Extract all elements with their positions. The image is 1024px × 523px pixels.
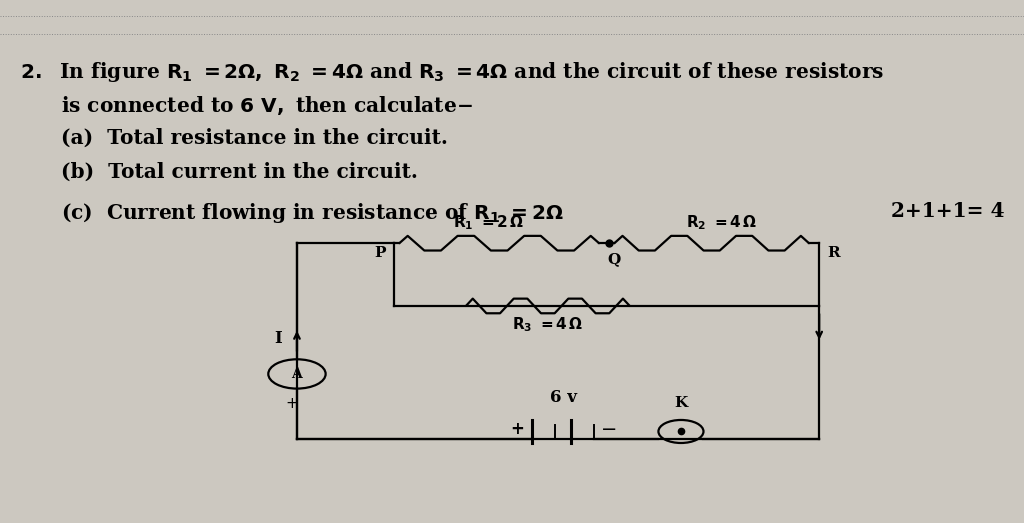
Text: +: +	[286, 396, 298, 412]
Text: A: A	[292, 367, 302, 381]
Text: (a)  Total resistance in the circuit.: (a) Total resistance in the circuit.	[61, 128, 449, 148]
Text: −: −	[601, 420, 617, 439]
Text: $\mathbf{2.}$  In figure $\mathbf{R_1}$ $\mathbf{= 2\Omega,}$ $\mathbf{R_2}$ $\m: $\mathbf{2.}$ In figure $\mathbf{R_1}$ $…	[20, 60, 885, 84]
Text: $\mathbf{R_2}$ $\mathbf{= 4\,\Omega}$: $\mathbf{R_2}$ $\mathbf{= 4\,\Omega}$	[686, 213, 758, 232]
Text: Q: Q	[608, 253, 621, 267]
Text: (c)  Current flowing in resistance of $\mathbf{R_1}$ $\mathbf{= 2\Omega}$: (c) Current flowing in resistance of $\m…	[61, 201, 564, 225]
Text: I: I	[273, 330, 282, 347]
Text: (b)  Total current in the circuit.: (b) Total current in the circuit.	[61, 162, 419, 182]
Text: 6 v: 6 v	[550, 389, 577, 406]
Text: R: R	[827, 246, 840, 260]
Text: 2+1+1= 4: 2+1+1= 4	[891, 201, 1005, 221]
Text: P: P	[375, 246, 386, 260]
Text: $\mathbf{R_3}$ $\mathbf{= 4\,\Omega}$: $\mathbf{R_3}$ $\mathbf{= 4\,\Omega}$	[512, 315, 584, 334]
Text: $\mathbf{R_1}$ $\mathbf{= 2\,\Omega}$: $\mathbf{R_1}$ $\mathbf{= 2\,\Omega}$	[454, 213, 524, 232]
Text: +: +	[510, 420, 524, 438]
Text: is connected to $\mathbf{6}$ $\mathbf{V,}$ then calculate$\mathbf{-}$: is connected to $\mathbf{6}$ $\mathbf{V,…	[61, 94, 473, 117]
Text: K: K	[675, 395, 687, 410]
